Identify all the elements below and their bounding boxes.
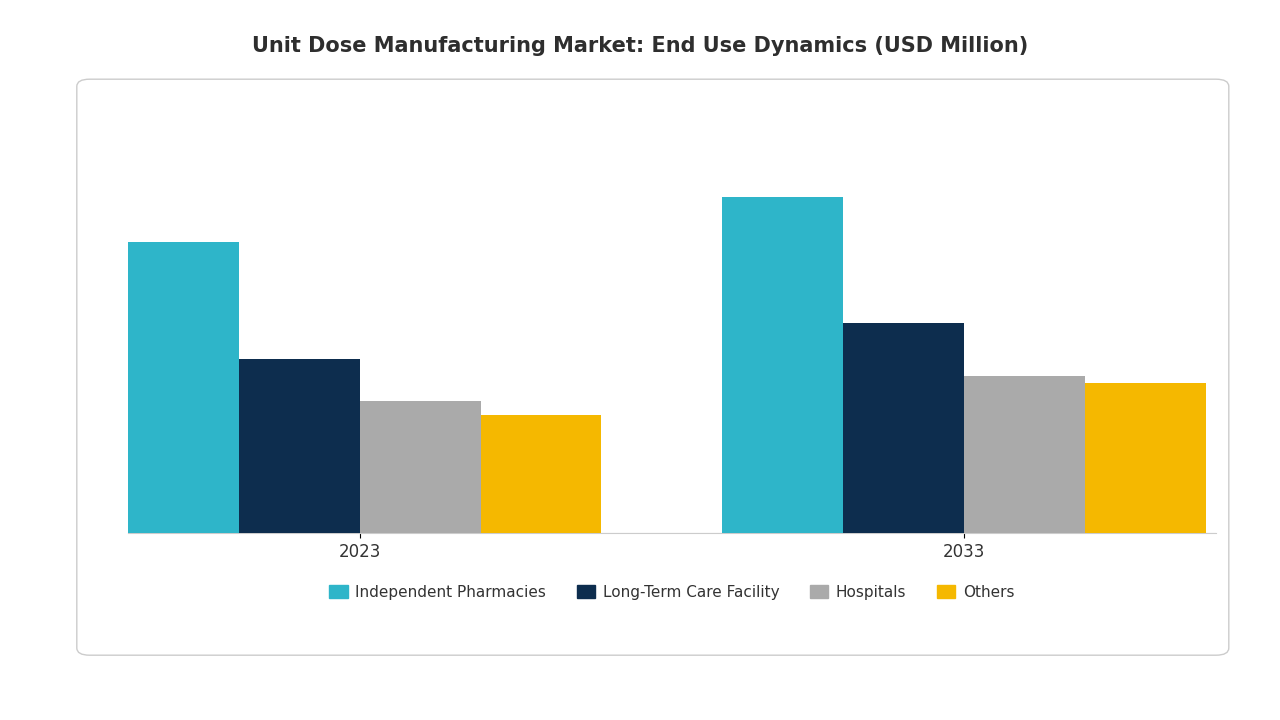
Bar [1085, 383, 1206, 533]
Bar [844, 323, 964, 533]
Bar [722, 197, 844, 533]
Bar [239, 359, 360, 533]
Legend: Independent Pharmacies, Long-Term Care Facility, Hospitals, Others: Independent Pharmacies, Long-Term Care F… [324, 578, 1020, 606]
Bar [118, 242, 239, 533]
Bar [360, 401, 480, 533]
Bar [964, 376, 1085, 533]
Text: Unit Dose Manufacturing Market: End Use Dynamics (USD Million): Unit Dose Manufacturing Market: End Use … [252, 36, 1028, 56]
Bar [480, 415, 602, 533]
